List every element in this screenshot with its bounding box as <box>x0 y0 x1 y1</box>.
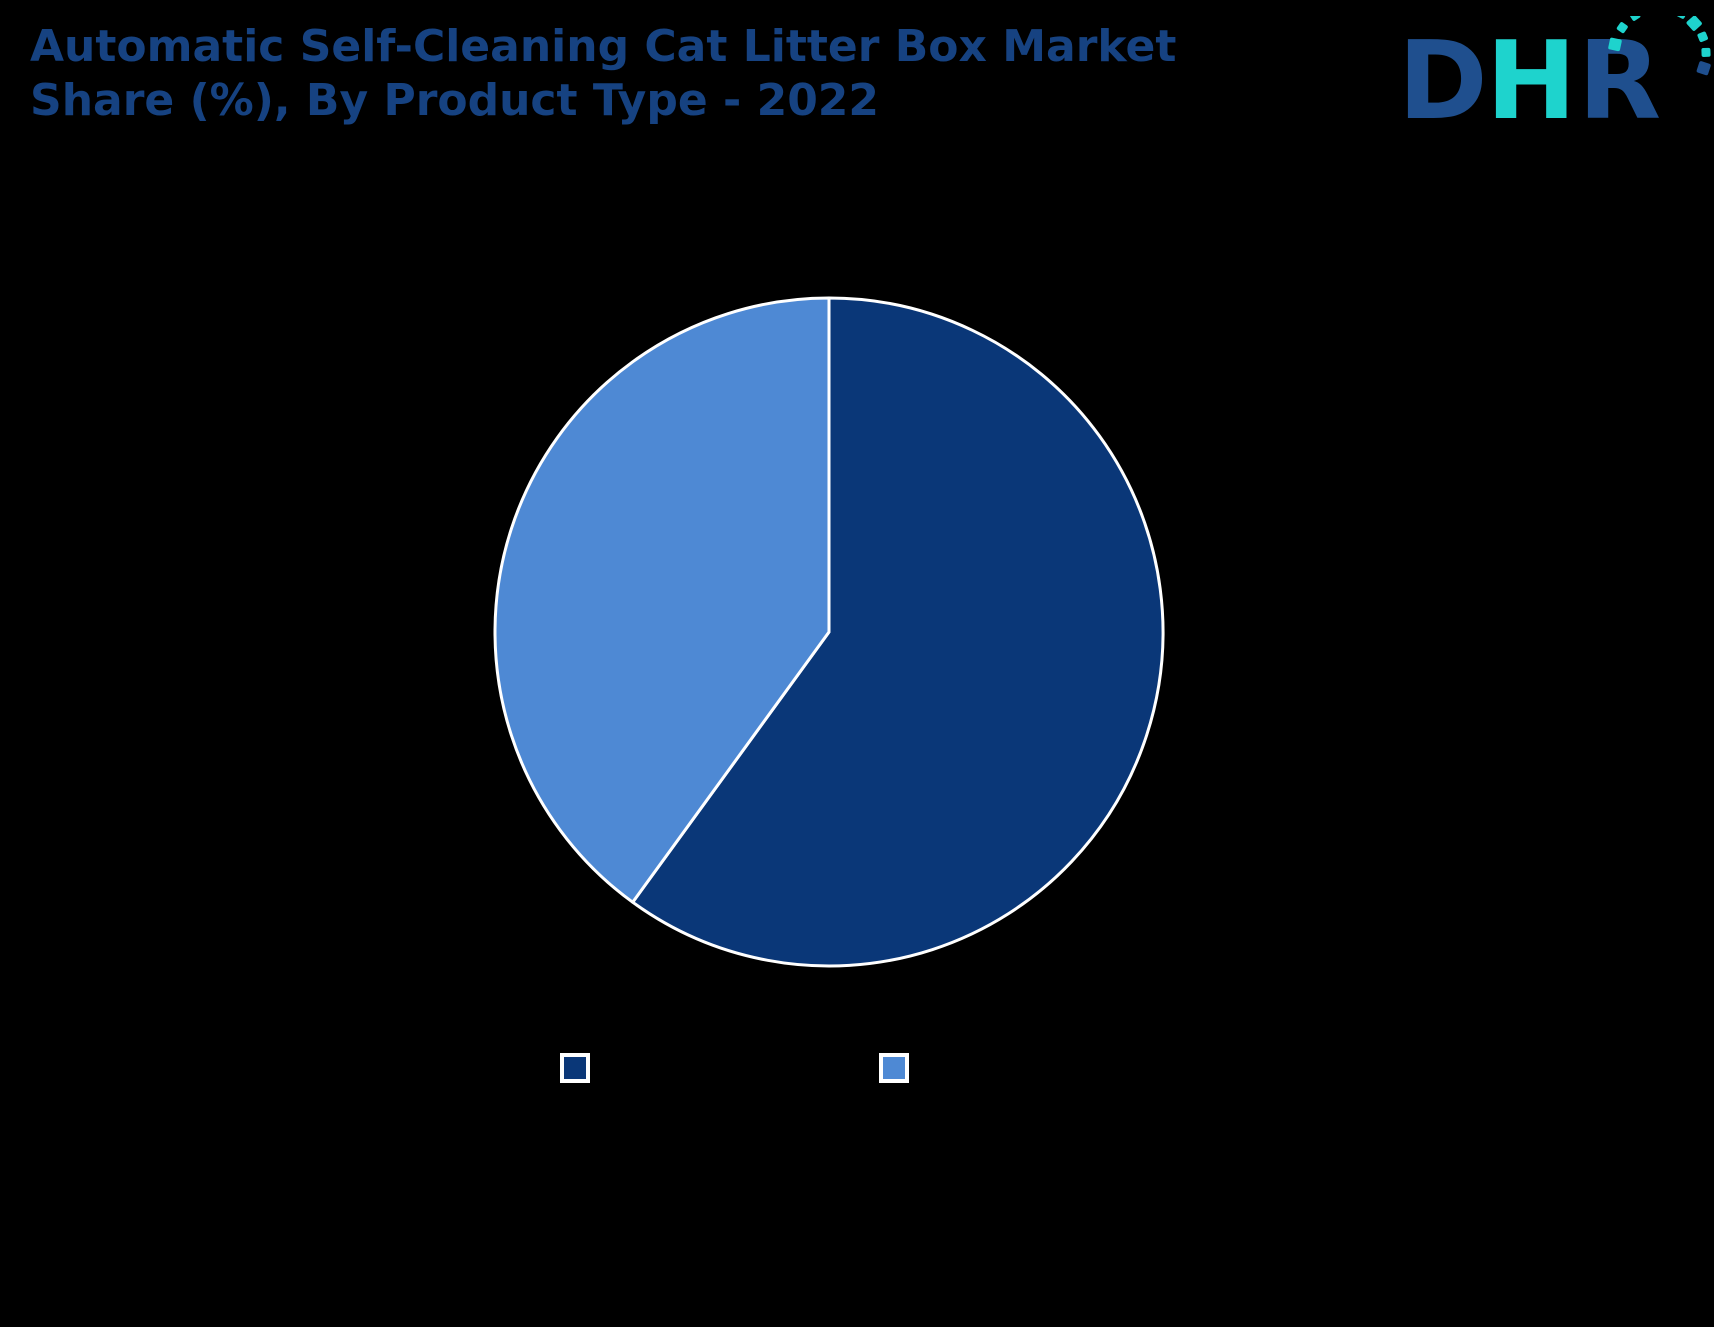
logo-dot-icon <box>1616 22 1628 34</box>
logo-dot-icon <box>1701 47 1711 57</box>
pie-chart <box>493 296 1165 968</box>
dhr-logo: D H R <box>1398 2 1714 144</box>
logo-letter-h: H <box>1486 19 1576 136</box>
pie-slice-segment-1 <box>631 296 1165 968</box>
logo-dot-icon <box>1686 15 1702 31</box>
logo-letter-r: R <box>1578 19 1661 136</box>
legend-item-segment-2 <box>879 1053 919 1083</box>
legend-item-segment-1 <box>560 1053 600 1083</box>
chart-legend <box>0 1053 1714 1089</box>
logo-dot-icon <box>1697 31 1708 43</box>
legend-swatch-segment-1 <box>560 1053 590 1083</box>
chart-title: Automatic Self-Cleaning Cat Litter Box M… <box>30 21 1177 126</box>
logo-letter-d: D <box>1398 19 1488 136</box>
dhr-logo-graphic: D H R <box>1398 2 1711 144</box>
logo-dot-icon <box>1696 61 1711 76</box>
pie-slice-segment-2 <box>493 296 831 904</box>
pie-chart-area <box>493 296 1165 968</box>
logo-dot-icon <box>1676 8 1687 19</box>
logo-dot-icon <box>1608 37 1622 52</box>
legend-swatch-segment-2 <box>879 1053 909 1083</box>
